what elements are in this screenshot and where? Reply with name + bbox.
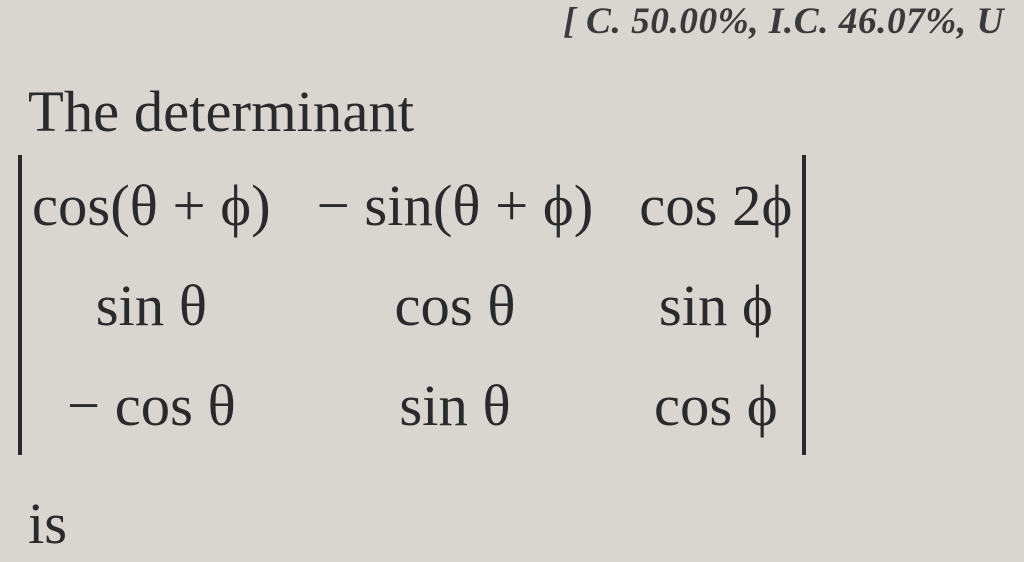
cell-r2c3: sin ϕ bbox=[659, 272, 773, 339]
top-note: [ C. 50.00%, I.C. 46.07%, U bbox=[563, 0, 1004, 43]
determinant-matrix: cos(θ + ϕ) − sin(θ + ϕ) cos 2ϕ sin θ cos… bbox=[22, 155, 802, 455]
cell-r1c3: cos 2ϕ bbox=[639, 172, 792, 239]
determinant-right-bar bbox=[802, 155, 806, 455]
cell-r3c2: sin θ bbox=[399, 372, 510, 439]
cell-r1c2: − sin(θ + ϕ) bbox=[317, 172, 594, 239]
cell-r3c1: − cos θ bbox=[67, 372, 236, 439]
cell-r3c3: cos ϕ bbox=[654, 372, 778, 439]
cell-r1c1: cos(θ + ϕ) bbox=[32, 172, 271, 239]
heading-the-determinant: The determinant bbox=[28, 78, 414, 145]
determinant-block: cos(θ + ϕ) − sin(θ + ϕ) cos 2ϕ sin θ cos… bbox=[18, 155, 806, 455]
trailing-is: is bbox=[28, 490, 67, 557]
cell-r2c2: cos θ bbox=[394, 272, 515, 339]
page: [ C. 50.00%, I.C. 46.07%, U The determin… bbox=[0, 0, 1024, 562]
cell-r2c1: sin θ bbox=[96, 272, 207, 339]
